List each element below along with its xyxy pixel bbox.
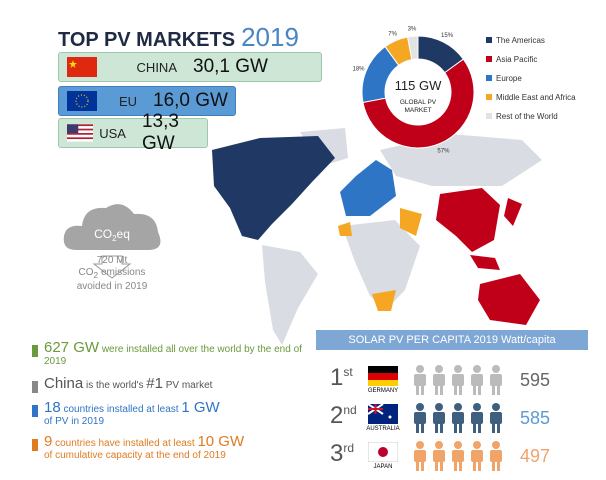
- center-value: 115 GW: [395, 78, 442, 93]
- slice-label: 15%: [441, 33, 454, 39]
- fact-highlight: 627 GW: [44, 339, 100, 356]
- capacity: 13,3 GW: [141, 111, 179, 154]
- title-year: 2019: [241, 22, 299, 52]
- flag: [67, 124, 94, 142]
- fact-highlight: China: [44, 375, 84, 392]
- legend-label: Middle East and Africa: [496, 93, 576, 102]
- legend-label: The Americas: [496, 36, 545, 45]
- legend-label: Asia Pacific: [496, 55, 538, 64]
- donut-slice: [362, 58, 475, 149]
- donut-slice: [384, 36, 413, 67]
- donut-slice: [417, 35, 465, 74]
- legend-label: Rest of the World: [496, 112, 558, 121]
- fact: China is the world's #1 PV market: [32, 375, 314, 393]
- fact-highlight: 9: [44, 433, 53, 450]
- co2-title: CO2eq: [94, 227, 130, 243]
- rank-num: 3: [330, 440, 344, 467]
- rank-suffix: nd: [343, 403, 357, 417]
- rank: 3rd: [330, 440, 354, 468]
- country: JAPAN: [373, 464, 393, 470]
- per-capita-title: SOLAR PV PER CAPITA 2019 Watt/capita: [316, 330, 588, 350]
- country: CHINA: [136, 59, 177, 75]
- center-label: GLOBAL PV MARKET: [400, 99, 437, 114]
- legend-swatch: [486, 37, 492, 43]
- market-eu: EU 16,0 GW: [58, 86, 236, 116]
- co2-sub: 2: [112, 234, 117, 243]
- legend-item: Middle East and Africa: [486, 93, 604, 102]
- donut-chart: 115 GW GLOBAL PV MARKET 15% 57% 18% 7% 3%: [352, 26, 475, 155]
- rank-suffix: st: [343, 365, 353, 379]
- legend-item: Rest of the World: [486, 112, 604, 121]
- capacity: 16,0 GW: [153, 90, 228, 111]
- fact-text: of cumulative capacity at the end of 201…: [44, 450, 226, 461]
- co2-line: CO2 emissions: [62, 267, 162, 281]
- market-usa: USA 13,3 GW: [58, 111, 208, 154]
- text: emissions: [100, 267, 146, 278]
- flag: [368, 442, 398, 462]
- fact-text: countries have installed at least: [55, 438, 195, 449]
- people-icons: [414, 365, 502, 395]
- country: GERMANY: [367, 388, 399, 394]
- slice-label: 18%: [352, 66, 365, 72]
- per-capita-value: 585: [520, 408, 551, 428]
- per-capita-value: 497: [520, 446, 551, 466]
- co2-amount: 720 Mt: [96, 255, 128, 266]
- fact: 18 countries installed at least 1 GW of P…: [32, 399, 314, 428]
- capacity: 30,1 GW: [193, 56, 268, 77]
- fact-text: of PV in 2019: [44, 416, 105, 427]
- fact-highlight: #1: [146, 375, 163, 392]
- fact: 9 countries have installed at least 10 G…: [32, 433, 314, 462]
- flag: [67, 57, 97, 77]
- flag: [368, 366, 398, 386]
- fact-text: countries installed at least: [63, 404, 179, 415]
- people-icons: [414, 441, 502, 471]
- title: TOP PV MARKETS 2019: [58, 22, 299, 53]
- fact-highlight: 10 GW: [197, 433, 245, 450]
- fact-text: were installed all over the world by the…: [44, 344, 302, 367]
- legend-swatch: [486, 94, 492, 100]
- country: USA: [99, 125, 126, 141]
- legend: The Americas Asia Pacific Europe Middle Eas…: [486, 36, 604, 131]
- legend-label: Europe: [496, 74, 522, 83]
- co2-line: avoided in 2019: [76, 281, 148, 292]
- co2-stats: 720 Mt CO2 emissions avoided in 2019: [62, 255, 162, 293]
- per-capita-value: 595: [520, 370, 551, 390]
- fact-highlight: 18: [44, 399, 61, 416]
- flag: [67, 91, 97, 111]
- rank-num: 1: [330, 364, 344, 391]
- title-text: TOP PV MARKETS: [58, 29, 236, 51]
- slice-label: 7%: [388, 31, 397, 37]
- slice-label: 3%: [408, 26, 417, 32]
- market-china: CHINA 30,1 GW: [58, 52, 322, 82]
- fact-text: is the world's: [85, 380, 144, 391]
- co2-text: CO: [94, 227, 112, 241]
- text: CO: [78, 267, 94, 278]
- fact-text: PV market: [165, 380, 213, 391]
- rank: 1st: [330, 364, 353, 392]
- flag: [368, 404, 398, 424]
- fact: 627 GW were installed all over the world…: [32, 339, 314, 368]
- people-icons: [414, 403, 502, 433]
- fact-highlight: 1 GW: [181, 399, 220, 416]
- country: EU: [118, 93, 137, 109]
- co2-cloud: CO2eq: [63, 204, 161, 279]
- rank-num: 2: [330, 402, 344, 429]
- legend-swatch: [486, 113, 492, 119]
- country: AUSTRALIA: [366, 426, 400, 432]
- rank-suffix: rd: [343, 441, 355, 455]
- legend-item: Asia Pacific: [486, 55, 604, 64]
- sub: 2: [93, 270, 99, 280]
- donut-slice: [361, 45, 400, 104]
- legend-item: The Americas: [486, 36, 604, 45]
- rank: 2nd: [330, 402, 357, 430]
- legend-swatch: [486, 56, 492, 62]
- legend-item: Europe: [486, 74, 604, 83]
- legend-swatch: [486, 75, 492, 81]
- co2-text: eq: [117, 227, 130, 241]
- slice-label: 57%: [437, 149, 450, 155]
